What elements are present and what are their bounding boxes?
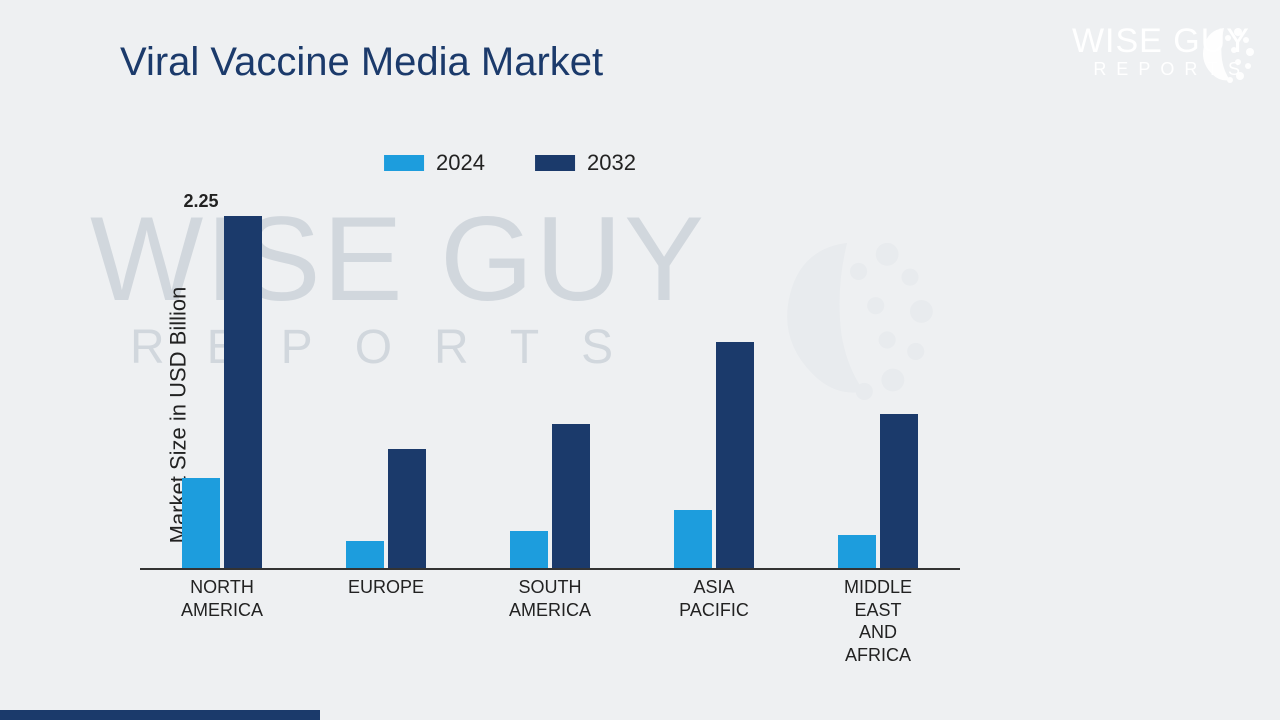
x-axis-label: SOUTHAMERICA bbox=[470, 570, 630, 680]
legend-label-2032: 2032 bbox=[587, 150, 636, 176]
bar bbox=[838, 535, 876, 570]
x-axis-label: ASIAPACIFIC bbox=[634, 570, 794, 680]
bar bbox=[880, 414, 918, 570]
bar-groups: 2.25 bbox=[140, 200, 960, 570]
bar bbox=[346, 541, 384, 570]
legend-item-2032: 2032 bbox=[535, 150, 636, 176]
page: WISE GUY REPORTS Viral Vaccine Media Mar… bbox=[0, 0, 1280, 720]
bar bbox=[224, 216, 262, 570]
chart: Market Size in USD Billion 2024 2032 2.2… bbox=[60, 150, 960, 680]
bottom-accent-bar bbox=[0, 710, 320, 720]
bar bbox=[182, 478, 220, 571]
bar-pair bbox=[346, 449, 426, 570]
bar bbox=[510, 531, 548, 570]
bar-pair bbox=[674, 342, 754, 570]
legend-swatch-2032 bbox=[535, 155, 575, 171]
x-axis-label: MIDDLEEASTANDAFRICA bbox=[798, 570, 958, 680]
bar-group bbox=[798, 414, 958, 570]
bar-group bbox=[306, 449, 466, 570]
bar-pair bbox=[838, 414, 918, 570]
brain-icon bbox=[1190, 20, 1260, 90]
plot-area: 2.25 bbox=[140, 200, 960, 570]
bar-group bbox=[470, 424, 630, 570]
bar bbox=[552, 424, 590, 570]
brand-logo: WISE GUY REPORTS bbox=[1072, 22, 1250, 80]
bar bbox=[674, 510, 712, 570]
bar-group bbox=[634, 342, 794, 570]
bar bbox=[388, 449, 426, 570]
bar-value-label: 2.25 bbox=[182, 191, 220, 216]
x-axis-label: EUROPE bbox=[306, 570, 466, 680]
chart-title: Viral Vaccine Media Market bbox=[120, 40, 603, 85]
bar-pair: 2.25 bbox=[182, 216, 262, 570]
x-axis-labels: NORTHAMERICAEUROPESOUTHAMERICAASIAPACIFI… bbox=[140, 570, 960, 680]
legend-label-2024: 2024 bbox=[436, 150, 485, 176]
bar-pair bbox=[510, 424, 590, 570]
legend: 2024 2032 bbox=[384, 150, 636, 176]
bar bbox=[716, 342, 754, 570]
bar-group: 2.25 bbox=[142, 216, 302, 570]
x-axis-label: NORTHAMERICA bbox=[142, 570, 302, 680]
legend-item-2024: 2024 bbox=[384, 150, 485, 176]
legend-swatch-2024 bbox=[384, 155, 424, 171]
